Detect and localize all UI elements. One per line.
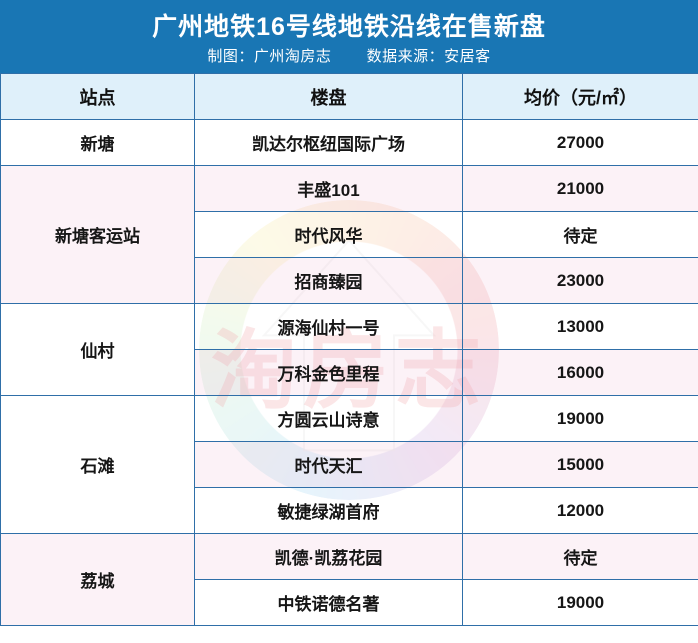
station-cell: 新塘	[0, 119, 195, 166]
column-header-station: 站点	[0, 73, 195, 120]
table-row: 石滩 方圆云山诗意 19000	[0, 395, 698, 534]
project-cell: 方圆云山诗意	[194, 395, 463, 442]
header-subline: 制图：广州淘房志 数据来源：安居客	[0, 44, 698, 70]
table-row: 敏捷绿湖首府 12000	[1, 487, 698, 534]
table-row: 新塘客运站 丰盛101 21000	[0, 165, 698, 304]
project-cell: 凯达尔枢纽国际广场	[194, 119, 463, 166]
table-header: 站点 楼盘 均价（元/㎡）	[0, 73, 698, 120]
project-cell: 中铁诺德名著	[194, 579, 463, 626]
project-cell: 凯德·凯荔花园	[194, 533, 463, 580]
column-header-project: 楼盘	[194, 73, 463, 120]
price-cell: 12000	[462, 487, 698, 534]
station-cell: 新塘客运站	[0, 165, 195, 304]
project-cell: 时代天汇	[194, 441, 463, 488]
project-cell: 敏捷绿湖首府	[194, 487, 463, 534]
price-cell: 21000	[462, 165, 698, 212]
project-cell: 万科金色里程	[194, 349, 463, 396]
price-cell: 19000	[462, 395, 698, 442]
credit-label: 制图：广州淘房志	[207, 48, 332, 65]
column-header-price: 均价（元/㎡）	[462, 73, 698, 120]
table-header-row: 站点 楼盘 均价（元/㎡）	[0, 73, 698, 120]
table-row: 新塘 凯达尔枢纽国际广场 27000	[0, 119, 698, 166]
station-cell: 仙村	[0, 303, 195, 396]
price-table: 站点 楼盘 均价（元/㎡） 新塘 凯达尔枢纽国际广场 27000 新塘客运站 丰盛101…	[0, 73, 698, 626]
page-title: 广州地铁16号线地铁沿线在售新盘	[152, 13, 546, 41]
project-cell: 丰盛101	[194, 165, 463, 212]
project-cell: 时代风华	[194, 211, 463, 258]
price-cell: 23000	[462, 257, 698, 304]
table-row: 仙村 源海仙村一号 13000	[0, 303, 698, 396]
price-cell: 16000	[462, 349, 698, 396]
price-cell: 待定	[462, 533, 698, 580]
project-cell: 招商臻园	[194, 257, 463, 304]
price-cell: 13000	[462, 303, 698, 350]
price-cell: 15000	[462, 441, 698, 488]
table-row: 中铁诺德名著 19000	[1, 579, 698, 626]
price-cell: 待定	[462, 211, 698, 258]
table-body: 新塘 凯达尔枢纽国际广场 27000 新塘客运站 丰盛101 21000 时代风华 待定 招商臻…	[0, 119, 698, 626]
station-cell: 石滩	[0, 395, 195, 534]
source-label: 数据来源：安居客	[366, 48, 491, 65]
table-row: 荔城 凯德·凯荔花园 待定	[0, 533, 698, 626]
station-cell: 荔城	[0, 533, 195, 626]
header-banner: 广州地铁16号线地铁沿线在售新盘 制图：广州淘房志 数据来源：安居客	[0, 0, 698, 73]
price-cell: 27000	[462, 119, 698, 166]
price-cell: 19000	[462, 579, 698, 626]
project-cell: 源海仙村一号	[194, 303, 463, 350]
